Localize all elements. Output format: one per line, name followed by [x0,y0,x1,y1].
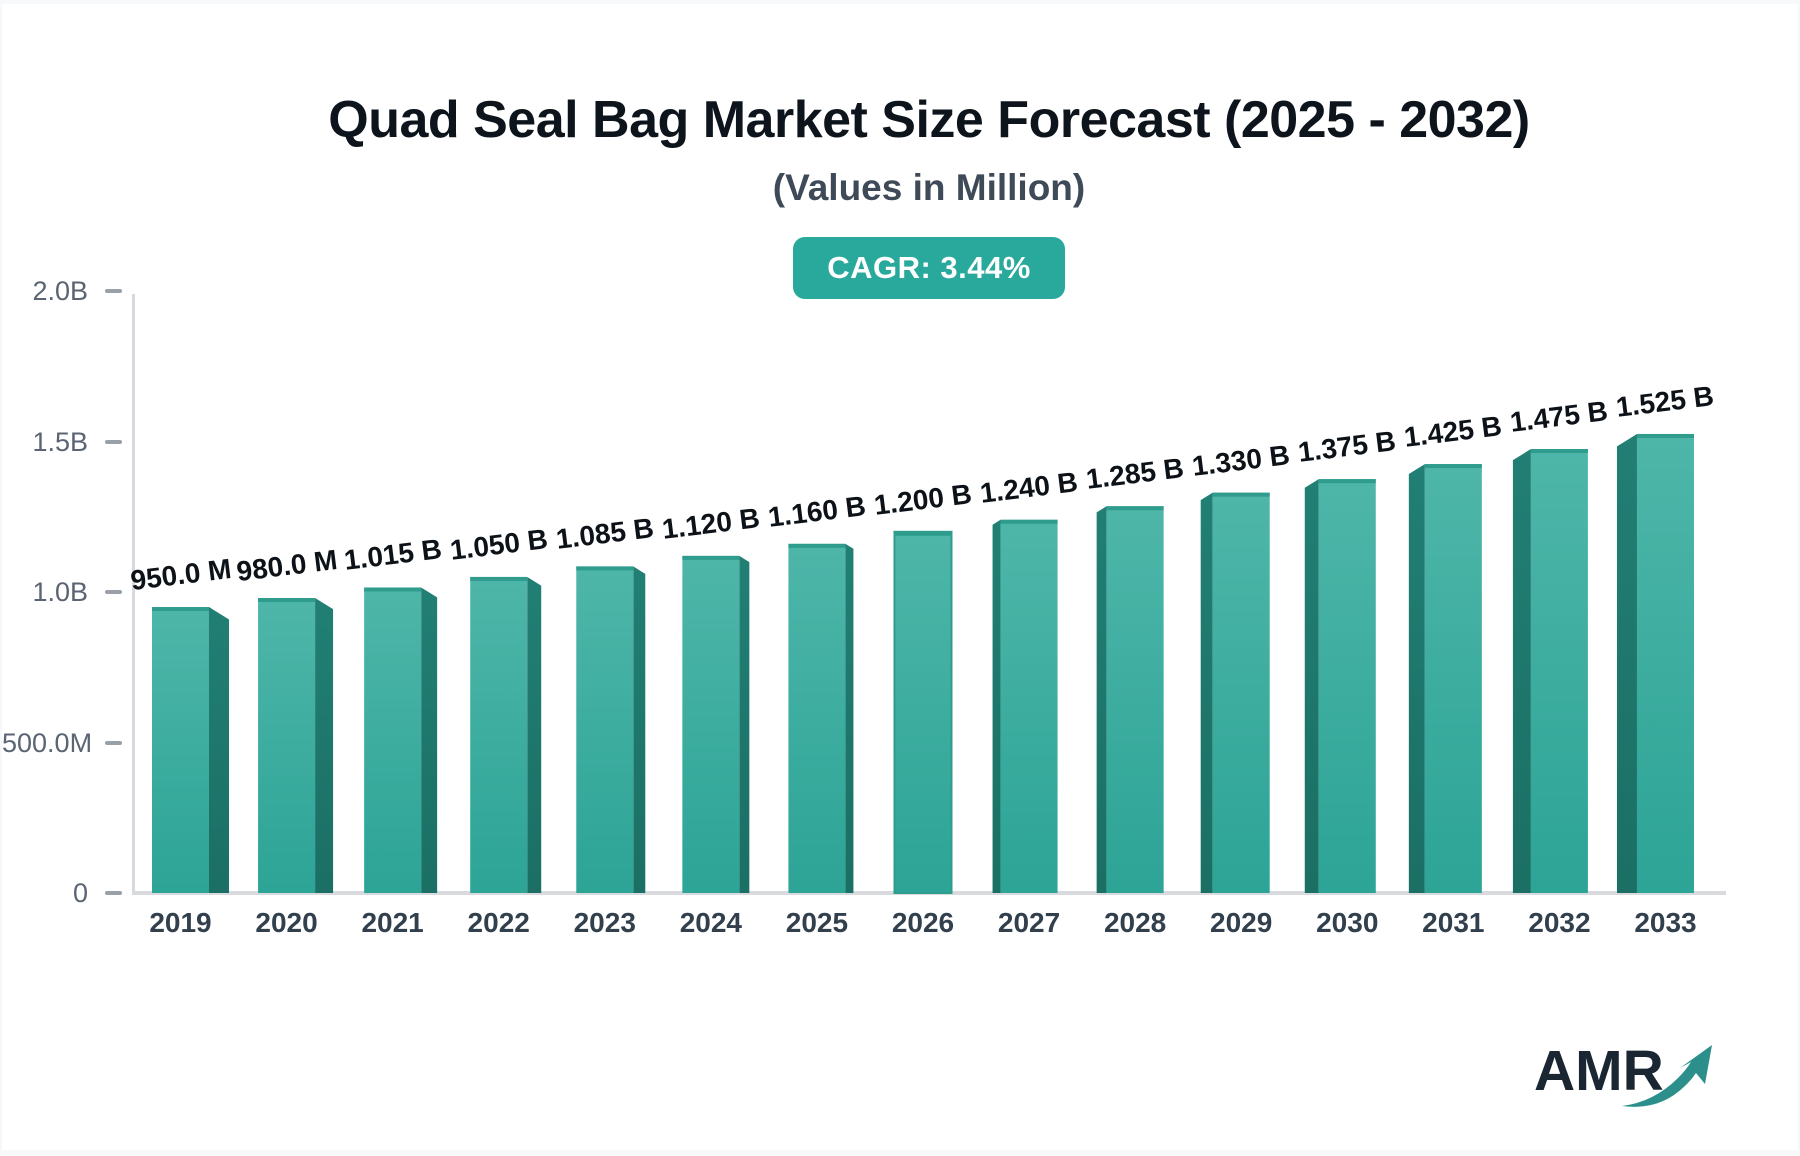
y-tick-label: 0 [72,878,88,908]
bar-top-edge [1530,449,1588,454]
x-tick-label: 2029 [1210,907,1273,938]
bar-top-edge [470,576,528,581]
bar-2019[interactable] [152,607,229,893]
bar-front-face [1212,492,1270,893]
x-tick-label: 2019 [149,907,212,938]
x-tick-label: 2021 [361,907,424,938]
bar-side-face [845,543,854,893]
bar-front-face [1636,433,1694,893]
bar-2033[interactable] [1616,433,1694,893]
bar-front-face [364,587,422,893]
bar-top-edge [1000,519,1058,524]
bar-2032[interactable] [1512,449,1588,893]
bar-2022[interactable] [470,576,542,893]
bar-top-edge [788,543,846,548]
chart-header: Quad Seal Bag Market Size Forecast (2025… [132,91,1726,300]
bar-side-face [209,607,229,893]
bar-front-face [470,576,528,893]
chart-subtitle: (Values in Million) [772,167,1086,209]
bar-side-face [527,576,542,893]
x-tick-label: 2030 [1316,907,1379,938]
bar-2028[interactable] [1096,506,1164,893]
bar-front-face [258,598,316,893]
chart-title: Quad Seal Bag Market Size Forecast (2025… [328,91,1530,149]
bar-side-face [315,598,334,893]
bar-2027[interactable] [992,519,1058,893]
bar-2026[interactable] [893,530,953,894]
bar-side-face [1200,492,1213,893]
bar-front-face [682,555,740,893]
bar-top-edge [364,587,422,592]
y-axis-line [132,294,135,894]
x-tick-label: 2027 [997,907,1061,938]
bar-front-face [1424,464,1482,893]
bar-top-edge [152,607,209,612]
bar-front-face [1318,479,1376,893]
bar-side-face [1408,464,1425,893]
bar-front-face [788,543,846,893]
bar-top-edge [576,566,634,571]
bar-2029[interactable] [1200,492,1270,893]
bar-top-edge [1318,479,1376,484]
bar-top-edge [894,531,952,536]
x-tick-label: 2031 [1422,907,1485,938]
bar-2031[interactable] [1408,464,1482,893]
y-tick-label: 1.0B [32,577,88,607]
bar-side-face [633,566,646,893]
bar-front-face [576,566,634,893]
bar-front-face [1000,519,1058,893]
bar-side-face [992,519,1001,893]
bar-top-edge [258,598,316,603]
bar-2023[interactable] [576,566,646,893]
y-tick-mark [105,891,122,895]
growth-arrow-icon [1622,1045,1712,1107]
bar-side-face [739,555,750,893]
x-tick-label: 2025 [785,907,849,938]
bar-front-face [1530,449,1588,893]
y-tick-mark [105,740,122,745]
bar-side-face [1512,449,1531,893]
bar-front-face [152,607,209,893]
amr-logo: AMR [1534,1038,1734,1118]
bars-plot-area [152,433,1694,894]
bar-side-face [1616,433,1637,893]
cagr-badge: CAGR: 3.44% [793,237,1065,300]
bar-side-face [1304,479,1319,893]
bar-2021[interactable] [364,587,438,893]
bar-front-face [1106,506,1164,893]
bar-top-edge [1106,506,1164,511]
bar-side-face [1096,506,1107,893]
bar-2020[interactable] [258,598,334,893]
bar-top-edge [682,555,740,560]
bar-top-edge [1636,433,1694,438]
y-tick-mark [105,590,122,594]
x-tick-label: 2023 [573,907,636,938]
x-tick-label: 2028 [1103,907,1167,938]
y-tick-label: 1.5B [32,426,88,457]
bar-top-edge [1424,464,1482,469]
x-tick-label: 2020 [255,907,318,938]
bar-2025[interactable] [788,543,854,893]
bar-2024[interactable] [682,555,750,893]
bar-side-face [421,587,438,893]
chart-card: Quad Seal Bag Market Size Forecast (2025… [2,4,1798,1150]
x-tick-label: 2033 [1634,907,1697,938]
y-tick-label: 2.0B [32,276,88,306]
bar-top-edge [1212,492,1270,497]
y-tick-label: 500.0M [2,727,93,758]
x-tick-label: 2022 [467,907,530,938]
bar-front-face [893,530,953,894]
x-tick-label: 2032 [1528,907,1591,938]
amr-logo-text: AMR [1534,1039,1664,1103]
bar-2030[interactable] [1304,479,1376,893]
y-tick-mark [105,289,122,293]
x-tick-label: 2024 [679,907,742,938]
y-tick-mark [105,439,122,444]
x-tick-label: 2026 [891,907,955,938]
